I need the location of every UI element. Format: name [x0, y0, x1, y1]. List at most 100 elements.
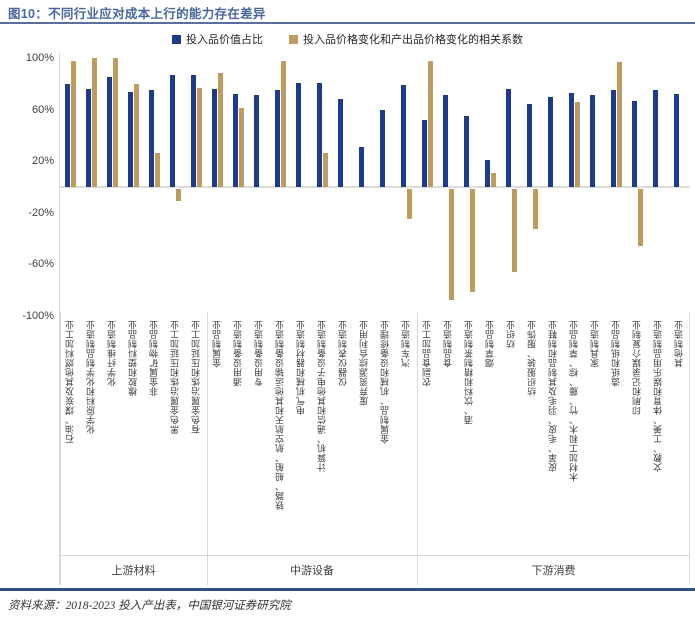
category-label: 造纸和纸制品业 — [611, 320, 621, 387]
category-label: 其他制造业 — [674, 320, 684, 368]
bar-value-share — [485, 159, 490, 187]
bar-correlation — [218, 73, 223, 187]
zero-axis-line — [60, 186, 690, 188]
title-rule — [0, 22, 695, 24]
category-label: 食品制造业 — [443, 320, 453, 368]
category-label: 黑色金属冶炼和压延加工业 — [170, 320, 180, 434]
group-divider — [60, 312, 61, 585]
category-label: 纺织业 — [506, 320, 516, 349]
bar-value-share — [191, 74, 196, 187]
bar-value-share — [611, 90, 616, 187]
bar-value-share — [128, 91, 133, 187]
bar-value-share — [569, 92, 574, 187]
figure-title: 图10：不同行业应对成本上行的能力存在差异 — [8, 7, 266, 21]
bar-value-share — [296, 82, 301, 187]
legend-label-correlation: 投入品价格变化和产出品价格变化的相关系数 — [303, 34, 523, 46]
bar-value-share — [632, 100, 637, 187]
bar-correlation — [281, 60, 286, 187]
category-label: 专用设备制造业 — [254, 320, 264, 387]
category-label: 石油、煤炭及其他燃料加工业 — [65, 320, 75, 444]
y-tick-label: 100% — [25, 52, 54, 64]
category-label: 金属制品业 — [212, 320, 222, 368]
bar-correlation — [71, 60, 76, 187]
y-tick-label: 20% — [31, 155, 54, 168]
category-label: 文教、工美、体育和娱乐用品制造业 — [653, 320, 663, 472]
bar-correlation — [449, 189, 454, 300]
category-label: 非金属矿物制品业 — [149, 320, 159, 396]
category-label: 计算机、通信和其他电子设备制造业 — [317, 320, 327, 472]
legend-swatch-gold-icon — [289, 34, 298, 44]
legend-swatch-blue-icon — [172, 34, 181, 44]
bar-correlation — [197, 87, 202, 187]
y-tick-label: -20% — [28, 206, 54, 219]
category-label: 金属制品、机械和设备修理业 — [380, 320, 390, 444]
category-label: 化学纤维制造业 — [107, 320, 117, 387]
bar-value-share — [590, 95, 595, 187]
bar-value-share — [170, 74, 175, 187]
bar-value-share — [359, 147, 364, 187]
source-note: 资料来源：2018-2023 投入产出表，中国银河证券研究院 — [8, 600, 291, 612]
category-label: 电气机械和器材制造业 — [296, 320, 306, 415]
bar-value-share — [380, 109, 385, 187]
bar-correlation — [638, 189, 643, 246]
bar-value-share — [422, 119, 427, 187]
bar-correlation — [470, 189, 475, 293]
group-label: 下游消费 — [531, 565, 576, 577]
bar-correlation — [617, 61, 622, 187]
group-separator-line — [60, 555, 690, 556]
legend-label-value-share: 投入品价值占比 — [186, 34, 263, 46]
bar-value-share — [149, 90, 154, 187]
group-divider — [417, 312, 418, 585]
bar-value-share — [653, 90, 658, 187]
legend-item-correlation: 投入品价格变化和产出品价格变化的相关系数 — [289, 31, 523, 47]
category-label: 仪器仪表制造业 — [338, 320, 348, 387]
bar-value-share — [254, 95, 259, 187]
y-tick-label: 60% — [31, 103, 54, 116]
y-tick-label: -100% — [22, 310, 54, 322]
bar-correlation — [575, 101, 580, 187]
bar-value-share — [338, 99, 343, 187]
group-label: 上游材料 — [111, 565, 156, 577]
source-rule — [0, 588, 695, 591]
bar-correlation — [134, 83, 139, 187]
category-label: 木材加工和木、竹、藤、棕、草制品业 — [569, 320, 579, 482]
bar-correlation — [176, 189, 181, 201]
bar-value-share — [275, 90, 280, 187]
bar-value-share — [212, 88, 217, 187]
bar-correlation — [92, 58, 97, 187]
bar-correlation — [491, 172, 496, 187]
bar-correlation — [428, 60, 433, 187]
category-label: 汽车制造业 — [401, 320, 411, 368]
bar-value-share — [443, 95, 448, 187]
legend: 投入品价值占比 投入品价格变化和产出品价格变化的相关系数 — [0, 31, 695, 47]
category-label: 橡胶和塑料制品业 — [128, 320, 138, 396]
category-label: 农副食品加工业 — [422, 320, 432, 387]
bar-value-share — [527, 104, 532, 187]
bar-value-share — [464, 116, 469, 187]
bar-correlation — [239, 108, 244, 187]
category-label: 纺织服装、服饰业 — [527, 320, 537, 396]
bar-correlation — [407, 189, 412, 219]
category-label: 印刷和记录媒介复制业 — [632, 320, 642, 415]
bar-value-share — [506, 88, 511, 187]
bar-value-share — [401, 85, 406, 187]
category-label: 铁路、船舶、航空航天和其他运输设备制造业 — [275, 320, 285, 510]
legend-item-value-share: 投入品价值占比 — [172, 31, 263, 47]
bar-correlation — [155, 153, 160, 187]
category-label: 皮革、毛皮、羽毛及其制品和制鞋业 — [548, 320, 558, 472]
category-label: 酒、饮料和精制茶制造业 — [464, 320, 474, 425]
bar-correlation — [323, 153, 328, 187]
bar-value-share — [674, 94, 679, 187]
category-label: 化学原料和化学制品制造业 — [86, 320, 96, 434]
bar-value-share — [233, 94, 238, 187]
group-label: 中游设备 — [290, 565, 334, 577]
group-divider — [207, 312, 208, 585]
bar-value-share — [86, 88, 91, 187]
category-label: 有色金属冶炼和压延加工业 — [191, 320, 201, 434]
category-label: 通用设备制造业 — [233, 320, 243, 387]
category-label: 废弃资源综合利用业 — [359, 320, 369, 406]
bar-value-share — [65, 83, 70, 187]
bar-correlation — [113, 58, 118, 187]
bar-correlation — [512, 189, 517, 272]
